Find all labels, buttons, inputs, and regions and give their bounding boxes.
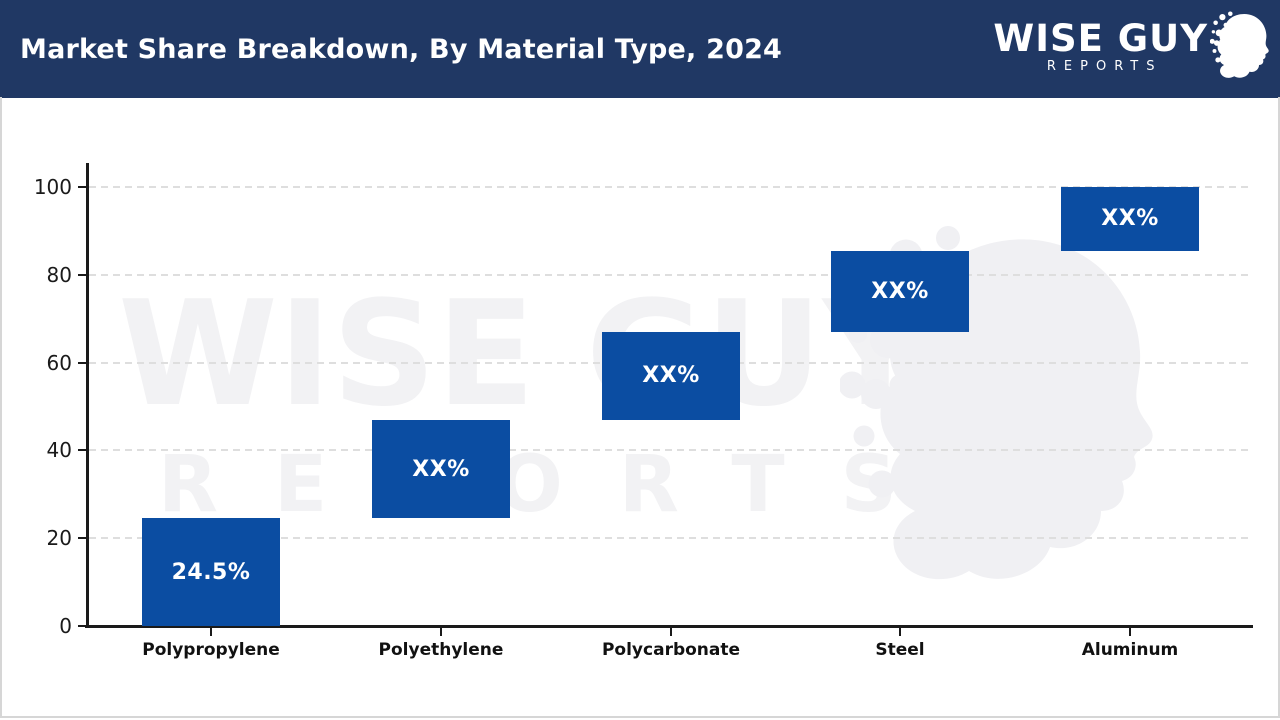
bar-steel: XX% [831,250,969,332]
bar-polyethylene: XX% [372,419,510,519]
gridline-40 [89,449,1253,452]
y-tick-label-60: 60 [46,350,72,375]
bar-label-steel: XX% [871,278,929,304]
x-tick-polyethylene [440,628,442,636]
x-label-polypropylene: Polypropylene [142,640,280,660]
x-tick-polypropylene [210,628,212,636]
y-tick-0 [78,625,87,627]
y-tick-20 [78,537,87,540]
chart-title: Market Share Breakdown, By Material Type… [20,33,783,65]
y-tick-60 [78,361,87,364]
x-label-polycarbonate: Polycarbonate [601,640,741,660]
bar-polycarbonate: XX% [602,331,740,420]
x-tick-polycarbonate [670,628,672,636]
x-axis-line [85,625,1253,628]
x-label-aluminum: Aluminum [1081,640,1179,660]
wise-guy-logo: WISE GUY REPORTS [993,4,1272,90]
logo-text: WISE GUY REPORTS [993,16,1208,75]
bar-label-aluminum: XX% [1101,206,1159,232]
y-tick-100 [78,186,87,188]
y-tick-80 [78,273,87,276]
x-label-polyethylene: Polyethylene [378,640,504,660]
x-tick-steel [899,628,901,636]
y-tick-label-100: 100 [33,175,72,199]
gridline-100 [89,186,1253,188]
gridline-80 [89,273,1253,276]
y-tick-label-20: 20 [46,526,72,551]
bar-label-polyethylene: XX% [412,456,470,482]
bar-label-polycarbonate: XX% [642,363,700,389]
y-axis-line [86,163,89,628]
bar-label-polypropylene: 24.5% [171,559,251,585]
logo-face-icon [1210,11,1269,78]
y-tick-40 [78,449,87,452]
x-label-steel: Steel [875,640,925,660]
y-tick-label-0: 0 [59,614,72,638]
gridline-20 [89,537,1253,540]
x-tick-aluminum [1129,628,1131,636]
y-tick-label-40: 40 [46,438,72,463]
logo-line1: WISE GUY [993,16,1208,60]
y-tick-label-80: 80 [46,262,72,287]
bar-aluminum: XX% [1061,187,1199,251]
bar-polypropylene: 24.5% [142,518,280,626]
header-banner: Market Share Breakdown, By Material Type… [0,0,1280,98]
logo-line2: REPORTS [1046,59,1163,75]
